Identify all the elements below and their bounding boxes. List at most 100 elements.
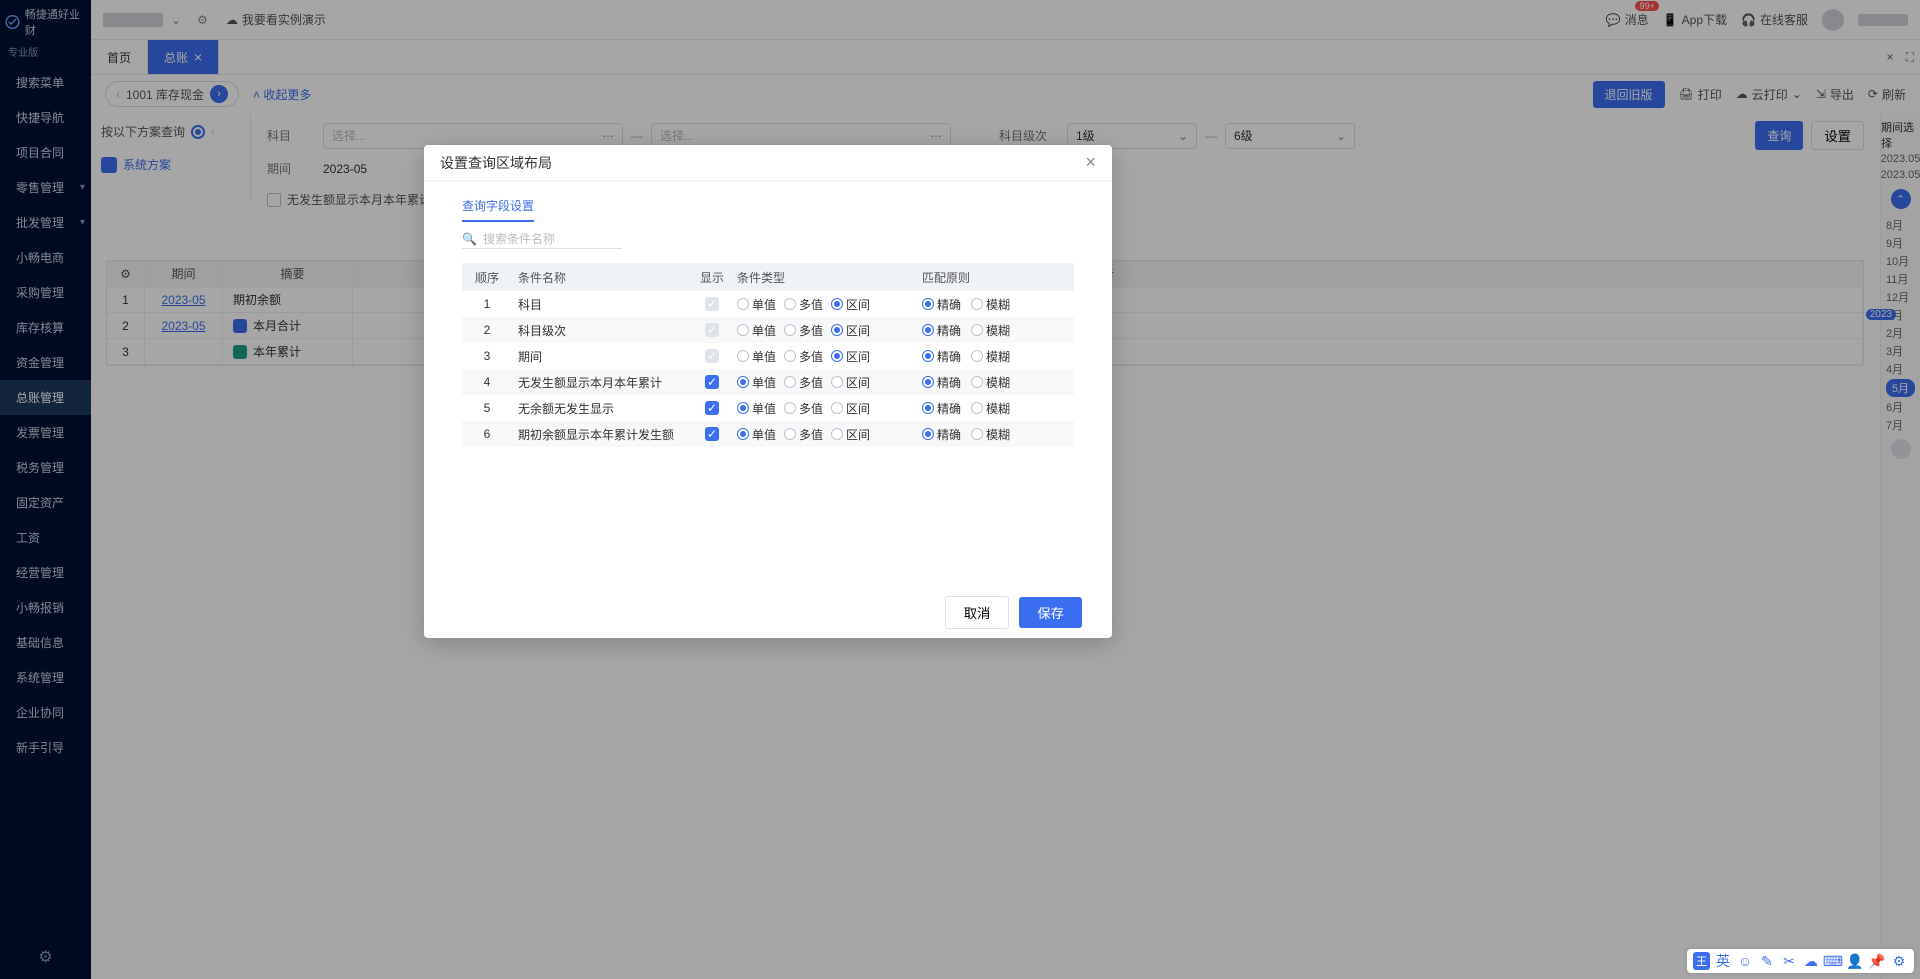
ime-keyboard-icon[interactable]: ⌨: [1824, 952, 1842, 970]
radio-icon: [831, 376, 843, 388]
config-row: 4 无发生额显示本月本年累计 ✓ 单值多值区间 精确模糊: [462, 369, 1074, 395]
type-radio[interactable]: 单值: [737, 296, 776, 313]
ime-person-icon[interactable]: 👤: [1846, 952, 1864, 970]
radio-icon: [922, 402, 934, 414]
config-row: 3 期间 ✓ 单值多值区间 精确模糊: [462, 343, 1074, 369]
search-icon: 🔍: [462, 232, 477, 246]
layout-settings-modal: 设置查询区域布局 × 查询字段设置 🔍 顺序 条件名称 显示 条件类型 匹配原则…: [424, 145, 1112, 638]
match-radio[interactable]: 模糊: [971, 400, 1010, 417]
radio-icon: [831, 428, 843, 440]
radio-icon: [922, 298, 934, 310]
col-match: 匹配原则: [922, 269, 1062, 286]
config-row: 6 期初余额显示本年累计发生额 ✓ 单值多值区间 精确模糊: [462, 421, 1074, 447]
type-radio[interactable]: 多值: [784, 296, 823, 313]
modal-body: 查询字段设置 🔍 顺序 条件名称 显示 条件类型 匹配原则 1 科目 ✓ 单值多…: [424, 181, 1112, 586]
radio-icon: [922, 428, 934, 440]
cfg-name: 期间: [512, 348, 687, 365]
col-show: 显示: [687, 269, 737, 286]
radio-icon: [784, 402, 796, 414]
match-radio[interactable]: 模糊: [971, 374, 1010, 391]
match-radio[interactable]: 精确: [922, 348, 961, 365]
ime-cloud-icon[interactable]: ☁: [1802, 952, 1820, 970]
type-radio[interactable]: 多值: [784, 348, 823, 365]
match-radio[interactable]: 精确: [922, 400, 961, 417]
ime-cut-icon[interactable]: ✂: [1780, 952, 1798, 970]
radio-icon: [971, 298, 983, 310]
show-checkbox[interactable]: ✓: [705, 323, 719, 337]
cfg-order: 1: [462, 297, 512, 311]
ime-pin-icon[interactable]: 📌: [1868, 952, 1886, 970]
type-radio[interactable]: 单值: [737, 400, 776, 417]
col-name: 条件名称: [512, 269, 687, 286]
match-radio[interactable]: 模糊: [971, 426, 1010, 443]
radio-icon: [784, 376, 796, 388]
radio-icon: [737, 376, 749, 388]
ime-lang[interactable]: 英: [1714, 952, 1732, 970]
radio-icon: [784, 350, 796, 362]
type-radio[interactable]: 区间: [831, 374, 870, 391]
col-type: 条件类型: [737, 269, 922, 286]
ime-gear-icon[interactable]: ⚙: [1890, 952, 1908, 970]
type-radio[interactable]: 区间: [831, 322, 870, 339]
condition-search-input[interactable]: [483, 232, 638, 246]
radio-icon: [737, 324, 749, 336]
match-radio[interactable]: 精确: [922, 374, 961, 391]
radio-icon: [737, 428, 749, 440]
type-radio[interactable]: 单值: [737, 374, 776, 391]
show-checkbox[interactable]: ✓: [705, 349, 719, 363]
modal-title: 设置查询区域布局: [440, 153, 552, 173]
match-radio[interactable]: 模糊: [971, 322, 1010, 339]
radio-icon: [971, 324, 983, 336]
cfg-name: 无发生额显示本月本年累计: [512, 374, 687, 391]
type-radio[interactable]: 区间: [831, 426, 870, 443]
cfg-order: 2: [462, 323, 512, 337]
radio-icon: [737, 298, 749, 310]
match-radio[interactable]: 精确: [922, 426, 961, 443]
match-radio[interactable]: 精确: [922, 322, 961, 339]
match-radio[interactable]: 精确: [922, 296, 961, 313]
cfg-name: 期初余额显示本年累计发生额: [512, 426, 687, 443]
condition-search[interactable]: 🔍: [462, 232, 622, 249]
radio-icon: [971, 350, 983, 362]
type-radio[interactable]: 多值: [784, 374, 823, 391]
type-radio[interactable]: 多值: [784, 400, 823, 417]
radio-icon: [737, 350, 749, 362]
radio-icon: [737, 402, 749, 414]
config-row: 1 科目 ✓ 单值多值区间 精确模糊: [462, 291, 1074, 317]
radio-icon: [922, 350, 934, 362]
save-button[interactable]: 保存: [1019, 597, 1082, 628]
show-checkbox[interactable]: ✓: [705, 297, 719, 311]
type-radio[interactable]: 多值: [784, 322, 823, 339]
ime-pen-icon[interactable]: ✎: [1758, 952, 1776, 970]
modal-close-icon[interactable]: ×: [1085, 152, 1096, 173]
cfg-order: 5: [462, 401, 512, 415]
show-checkbox[interactable]: ✓: [705, 375, 719, 389]
cfg-order: 3: [462, 349, 512, 363]
type-radio[interactable]: 单值: [737, 348, 776, 365]
config-header: 顺序 条件名称 显示 条件类型 匹配原则: [462, 263, 1074, 291]
cfg-name: 科目: [512, 296, 687, 313]
radio-icon: [831, 298, 843, 310]
type-radio[interactable]: 区间: [831, 348, 870, 365]
show-checkbox[interactable]: ✓: [705, 427, 719, 441]
match-radio[interactable]: 模糊: [971, 348, 1010, 365]
type-radio[interactable]: 区间: [831, 296, 870, 313]
cancel-button[interactable]: 取消: [945, 596, 1010, 629]
modal-subtab[interactable]: 查询字段设置: [462, 197, 534, 222]
radio-icon: [971, 402, 983, 414]
match-radio[interactable]: 模糊: [971, 296, 1010, 313]
radio-icon: [971, 376, 983, 388]
cfg-order: 6: [462, 427, 512, 441]
type-radio[interactable]: 多值: [784, 426, 823, 443]
ime-icon[interactable]: 王: [1693, 952, 1710, 970]
radio-icon: [831, 350, 843, 362]
type-radio[interactable]: 区间: [831, 400, 870, 417]
radio-icon: [784, 428, 796, 440]
show-checkbox[interactable]: ✓: [705, 401, 719, 415]
type-radio[interactable]: 单值: [737, 426, 776, 443]
modal-footer: 取消 保存: [424, 586, 1112, 638]
cfg-order: 4: [462, 375, 512, 389]
radio-icon: [971, 428, 983, 440]
ime-smile-icon[interactable]: ☺: [1736, 952, 1754, 970]
type-radio[interactable]: 单值: [737, 322, 776, 339]
